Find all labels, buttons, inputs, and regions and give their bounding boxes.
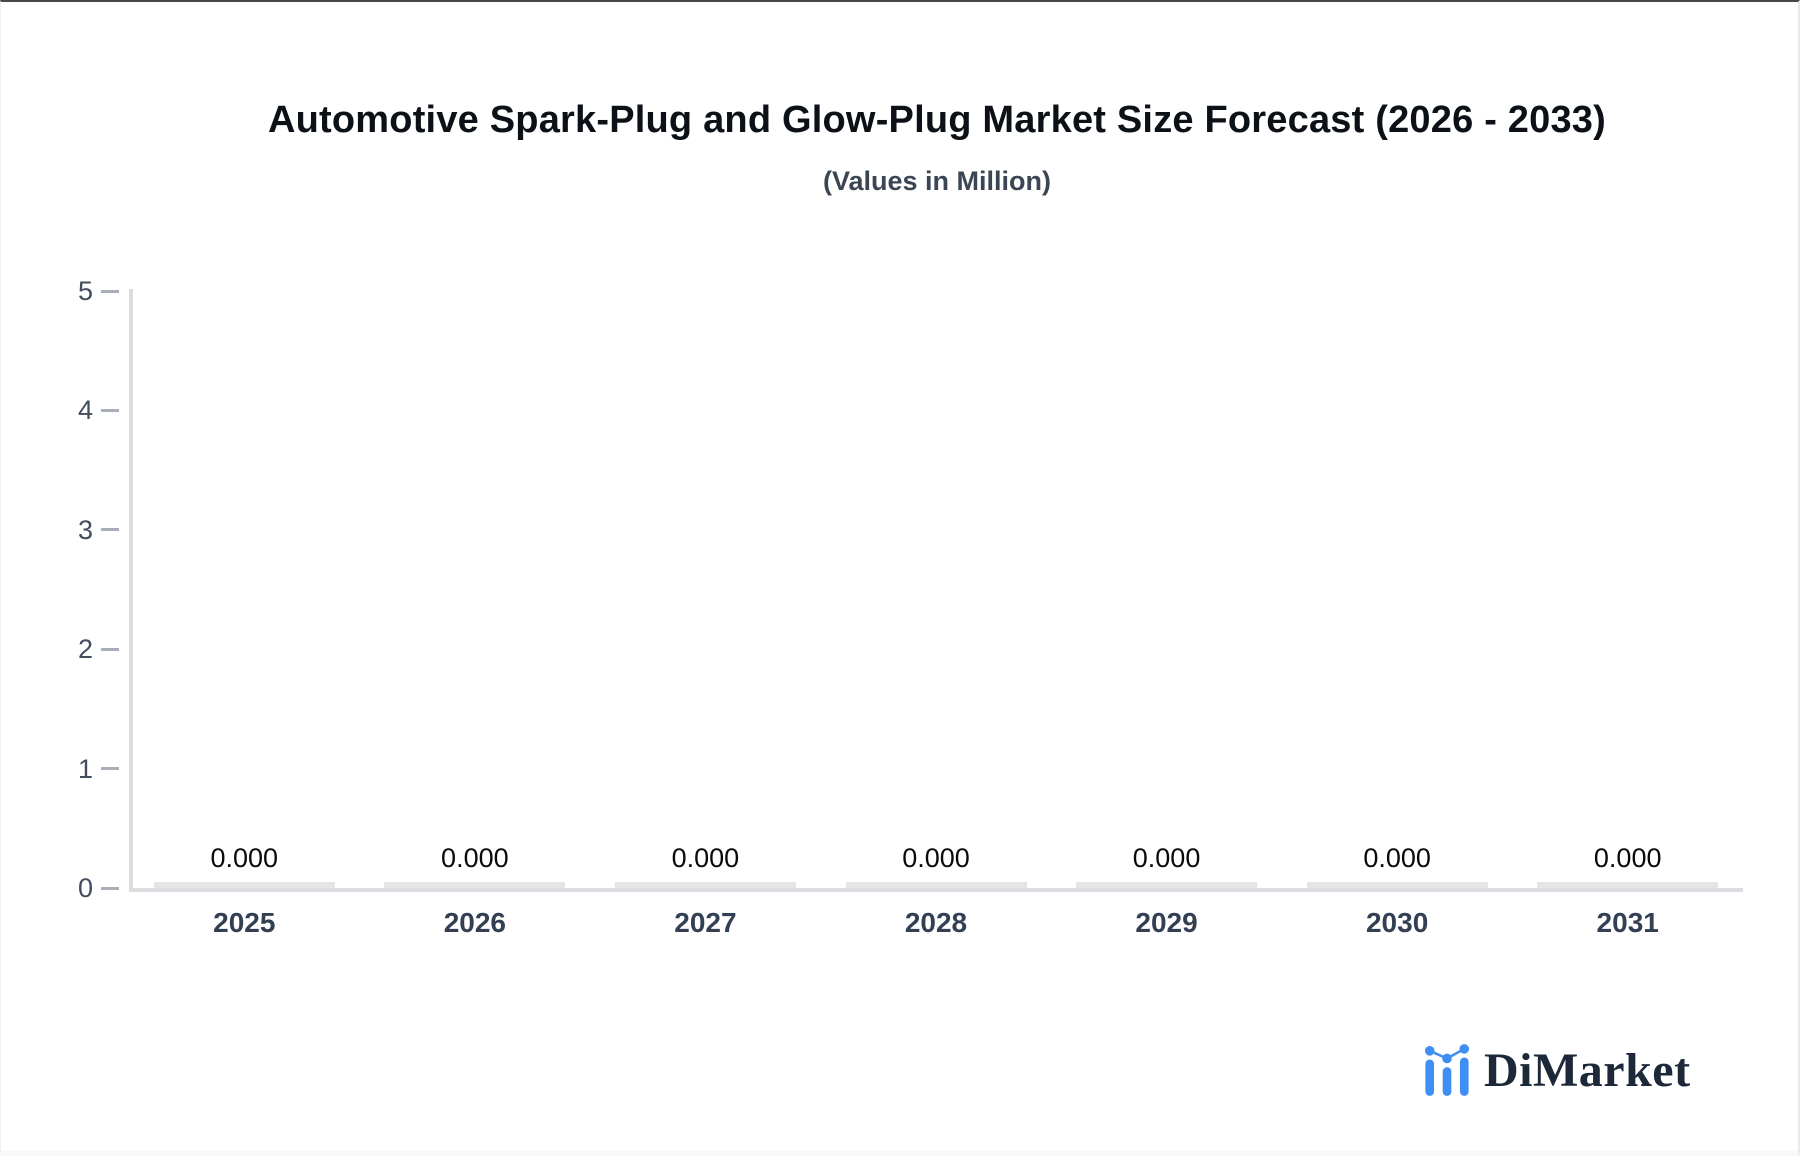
- x-axis-label: 2028: [904, 907, 968, 938]
- bar-value-label: 0.000: [210, 843, 279, 873]
- y-tick-mark: [101, 528, 119, 532]
- y-tick-label: 3: [77, 514, 93, 545]
- bar-value-label: 0.000: [441, 843, 509, 873]
- y-tick-label: 0: [77, 873, 93, 903]
- x-axis-label: 2031: [1596, 907, 1659, 938]
- dimarket-logo: DiMarket: [1423, 1040, 1691, 1100]
- chart-title: Automotive Spark-Plug and Glow-Plug Mark…: [267, 99, 1606, 141]
- x-axis-label: 2026: [443, 907, 506, 938]
- dimarket-logo-text: DiMarket: [1484, 1043, 1691, 1097]
- bar-value-label: 0.000: [1132, 843, 1201, 873]
- y-tick-label: 1: [77, 753, 93, 784]
- x-axis-label: 2029: [1135, 907, 1198, 938]
- y-tick-mark: [101, 886, 119, 890]
- bar-value-label: 0.000: [671, 843, 740, 873]
- bar-value-label: 0.000: [1363, 843, 1431, 873]
- y-tick-label: 5: [77, 276, 93, 306]
- bar: [1076, 882, 1258, 888]
- x-axis-label: 2027: [674, 907, 737, 938]
- x-axis-label: 2025: [213, 907, 276, 938]
- y-tick-mark: [101, 647, 119, 651]
- bar-value-label: 0.000: [902, 843, 970, 873]
- y-tick-mark: [101, 767, 119, 771]
- bar-value-label: 0.000: [1593, 843, 1662, 873]
- y-tick-label: 4: [77, 395, 93, 426]
- bar: [614, 882, 796, 888]
- bar: [153, 882, 335, 888]
- y-tick-mark: [101, 408, 119, 412]
- y-axis-line: [129, 289, 133, 892]
- x-axis-line: [129, 888, 1743, 892]
- chart-subtitle: (Values in Million): [822, 166, 1052, 196]
- bar: [384, 882, 566, 888]
- y-tick-label: 2: [77, 634, 93, 665]
- bar: [845, 882, 1027, 888]
- bar: [1306, 882, 1488, 888]
- bar: [1537, 882, 1719, 888]
- bar-chart-logo-icon: [1424, 1044, 1470, 1096]
- x-axis-label: 2030: [1365, 907, 1429, 938]
- y-tick-mark: [101, 289, 119, 293]
